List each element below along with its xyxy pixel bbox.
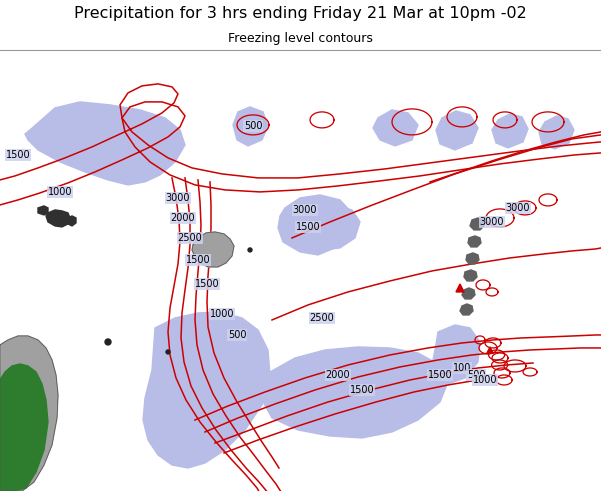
Polygon shape [105,339,111,345]
Text: 500: 500 [228,330,246,340]
Polygon shape [166,350,170,354]
Text: Freezing level contours: Freezing level contours [228,32,373,45]
Polygon shape [68,216,76,226]
Polygon shape [233,107,268,146]
Polygon shape [25,102,185,185]
Text: 1000: 1000 [473,375,497,385]
Polygon shape [433,325,480,384]
Text: 100: 100 [453,363,471,373]
Text: 2000: 2000 [326,370,350,380]
Polygon shape [487,347,493,353]
Text: 2500: 2500 [310,313,334,323]
Polygon shape [456,284,464,292]
Polygon shape [260,347,448,438]
Text: 2000: 2000 [171,213,195,223]
Text: 1500: 1500 [296,222,320,232]
Text: 3000: 3000 [166,193,191,203]
Polygon shape [0,336,58,491]
Polygon shape [464,270,477,281]
Text: 1000: 1000 [47,187,72,197]
Polygon shape [38,206,48,215]
Text: 500: 500 [467,370,485,380]
Polygon shape [460,304,473,315]
Polygon shape [373,110,418,146]
Polygon shape [192,232,234,267]
Text: 1500: 1500 [186,255,210,265]
Text: 1500: 1500 [428,370,453,380]
Polygon shape [470,218,484,230]
Polygon shape [436,111,478,150]
Text: 2500: 2500 [178,233,203,243]
Text: 1500: 1500 [5,150,30,160]
Text: 3000: 3000 [506,203,530,213]
Polygon shape [462,288,475,299]
Polygon shape [468,236,481,247]
Polygon shape [539,116,574,149]
Polygon shape [46,210,70,227]
Polygon shape [0,364,48,491]
Polygon shape [466,253,479,264]
Text: 500: 500 [244,121,262,131]
Polygon shape [143,312,270,468]
Polygon shape [248,248,252,252]
Polygon shape [278,195,352,255]
Polygon shape [308,205,360,250]
Text: 3000: 3000 [293,205,317,215]
Text: 3000: 3000 [480,217,504,227]
Text: 1500: 1500 [350,385,374,395]
Text: Precipitation for 3 hrs ending Friday 21 Mar at 10pm -02: Precipitation for 3 hrs ending Friday 21… [74,6,527,22]
Text: 1000: 1000 [210,309,234,319]
Polygon shape [492,114,528,148]
Text: 1500: 1500 [195,279,219,289]
